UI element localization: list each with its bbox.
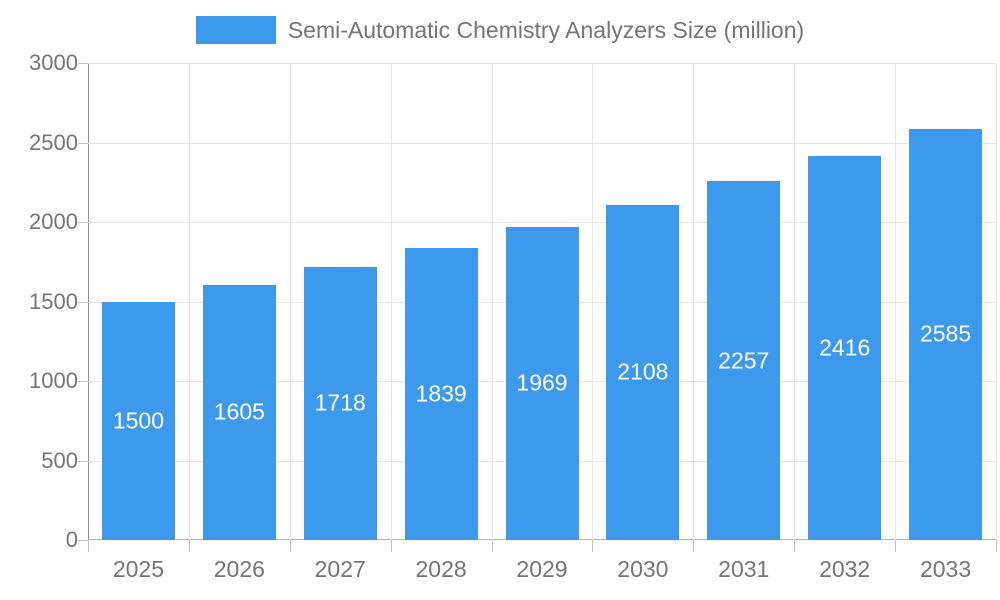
bar-value-label-2027: 1718 [314, 389, 366, 416]
v-gridline-2 [289, 63, 291, 540]
x-tick-6 [693, 540, 695, 552]
x-tick-3 [390, 540, 392, 552]
x-tick-7 [794, 540, 796, 552]
h-gridline-2000 [88, 222, 996, 223]
x-tick-1 [188, 540, 190, 552]
x-axis-label-2031: 2031 [718, 556, 770, 582]
v-gridline-4 [491, 63, 493, 540]
v-gridline-8 [895, 63, 897, 540]
y-tick-500 [78, 460, 88, 462]
y-tick-3000 [78, 63, 88, 64]
h-gridline-2500 [88, 142, 996, 144]
bar-2031 [707, 181, 781, 540]
h-gridline-3000 [88, 63, 996, 64]
y-axis-label-2000: 2000 [29, 209, 78, 234]
x-tick-4 [491, 540, 493, 552]
x-axis-label-2025: 2025 [112, 556, 165, 582]
legend[interactable]: Semi-Automatic Chemistry Analyzers Size … [0, 16, 1000, 44]
bar-value-label-2030: 2108 [617, 358, 669, 385]
x-tick-0 [88, 540, 89, 552]
bar-value-label-2028: 1839 [415, 380, 467, 407]
bar-value-label-2033: 2585 [919, 320, 972, 347]
y-axis-label-1500: 1500 [29, 288, 78, 314]
bar-2030 [606, 204, 680, 540]
v-gridline-1 [188, 63, 190, 540]
y-axis-label-2500: 2500 [29, 129, 78, 155]
bar-2028 [404, 247, 478, 540]
x-axis-label-2033: 2033 [919, 556, 972, 582]
x-tick-5 [592, 540, 594, 552]
bar-2033 [909, 129, 983, 540]
legend-label: Semi-Automatic Chemistry Analyzers Size … [287, 16, 805, 43]
bar-value-label-2026: 1605 [213, 398, 265, 425]
y-tick-2500 [78, 142, 88, 144]
y-tick-1000 [78, 381, 88, 382]
y-axis-line [88, 63, 89, 552]
x-axis-label-2029: 2029 [516, 556, 568, 582]
bar-2026 [202, 284, 276, 540]
legend-swatch [195, 16, 276, 44]
y-axis-label-3000: 3000 [29, 50, 78, 75]
plot-area: 1500 1605 1718 1839 1969 2108 2257 2416 2585 [88, 63, 997, 552]
x-tick-9 [996, 540, 997, 552]
x-tick-8 [895, 540, 897, 552]
bar-2029 [505, 226, 579, 540]
bar-value-label-2029: 1969 [516, 369, 568, 396]
y-tick-1500 [78, 301, 88, 303]
v-gridline-3 [390, 63, 392, 540]
y-tick-2000 [78, 222, 88, 223]
y-axis-label-500: 500 [41, 447, 78, 473]
x-axis-label-2030: 2030 [617, 556, 669, 582]
x-axis-label-2027: 2027 [314, 556, 366, 582]
bar-2025 [101, 301, 175, 540]
v-gridline-6 [693, 63, 695, 540]
bar-value-label-2025: 1500 [112, 407, 165, 434]
y-axis-label-1000: 1000 [29, 368, 78, 393]
bar-2032 [808, 155, 882, 540]
v-gridline-9 [996, 63, 997, 540]
x-axis-label-2028: 2028 [415, 556, 467, 582]
bar-value-label-2032: 2416 [819, 334, 871, 361]
x-axis-label-2026: 2026 [213, 556, 265, 582]
x-axis-label-2032: 2032 [819, 556, 871, 582]
v-gridline-5 [592, 63, 594, 540]
bar-2027 [303, 266, 377, 540]
x-tick-2 [289, 540, 291, 552]
bar-value-label-2031: 2257 [718, 347, 770, 374]
v-gridline-7 [794, 63, 796, 540]
y-tick-0 [78, 540, 88, 541]
y-axis-label-0: 0 [65, 527, 78, 552]
